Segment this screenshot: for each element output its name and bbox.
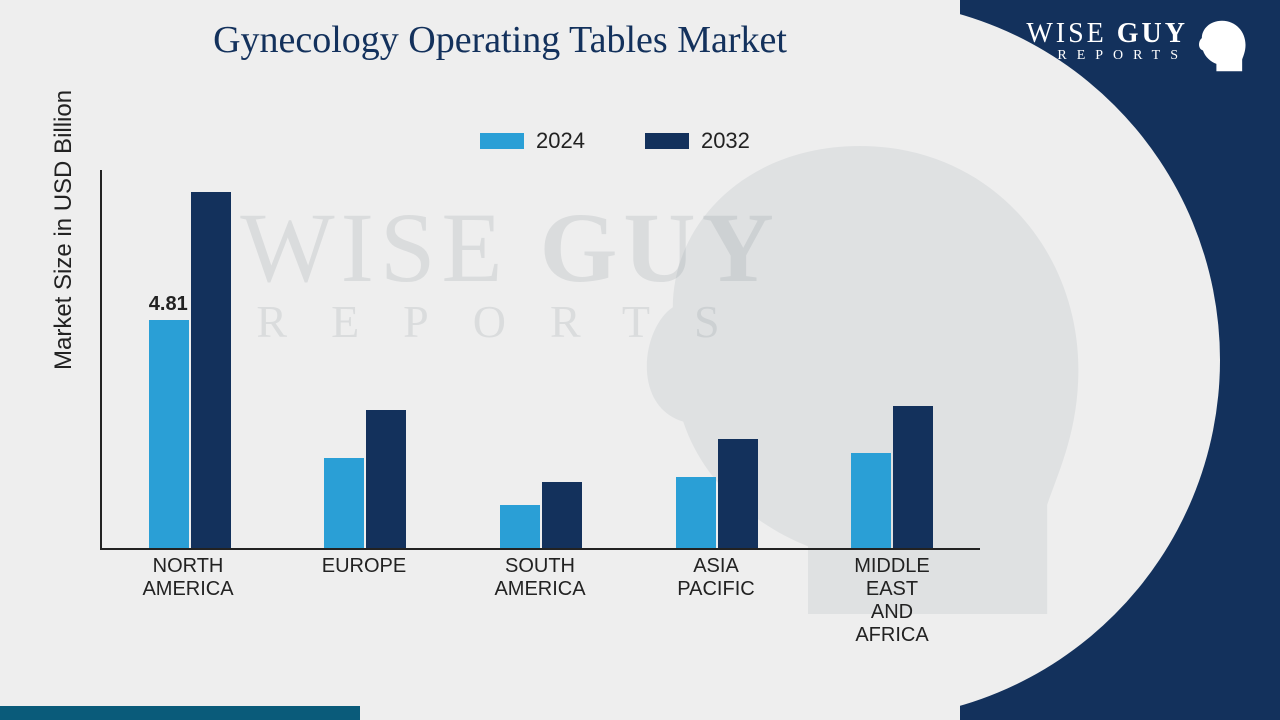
x-axis-label: SOUTHAMERICA [470, 555, 610, 647]
footer-accent-bar [0, 706, 360, 720]
legend-label: 2032 [701, 128, 750, 154]
bar [676, 477, 716, 548]
bar [324, 458, 364, 548]
plot-area: 4.81 [100, 170, 980, 550]
legend-swatch [645, 133, 689, 149]
page-root: WISE GUY REPORTS Gynecology Operating Ta… [0, 0, 1280, 720]
brand-line2: REPORTS [1026, 48, 1188, 64]
brand-line1: WISE GUY [1026, 18, 1188, 50]
bar [191, 192, 231, 548]
bar [851, 453, 891, 548]
x-axis-label: MIDDLEEASTANDAFRICA [822, 555, 962, 647]
x-axis-labels: NORTHAMERICA EUROPE SOUTHAMERICA ASIAPACIFI… [100, 555, 980, 647]
bar-group: 4.81 [149, 192, 231, 548]
bar-group [500, 482, 582, 549]
brand-head-icon [1194, 18, 1250, 74]
bar [500, 505, 540, 548]
bar-groups: 4.81 [102, 170, 980, 548]
bar-value-label: 4.81 [149, 293, 188, 316]
legend-item: 2024 [480, 128, 585, 154]
legend-label: 2024 [536, 128, 585, 154]
bar [542, 482, 582, 549]
brand-logo: WISE GUY REPORTS [1026, 18, 1250, 74]
bar [718, 439, 758, 548]
chart-title: Gynecology Operating Tables Market [60, 18, 940, 62]
legend: 2024 2032 [480, 128, 750, 154]
bar [366, 410, 406, 548]
bar-group [324, 410, 406, 548]
x-axis-label: ASIAPACIFIC [646, 555, 786, 647]
x-axis-label: EUROPE [294, 555, 434, 647]
bar [149, 320, 189, 548]
x-axis-label: NORTHAMERICA [118, 555, 258, 647]
bar-group [676, 439, 758, 548]
legend-swatch [480, 133, 524, 149]
bar-group [851, 406, 933, 549]
bar [893, 406, 933, 549]
y-axis-label: Market Size in USD Billion [50, 90, 78, 370]
legend-item: 2032 [645, 128, 750, 154]
